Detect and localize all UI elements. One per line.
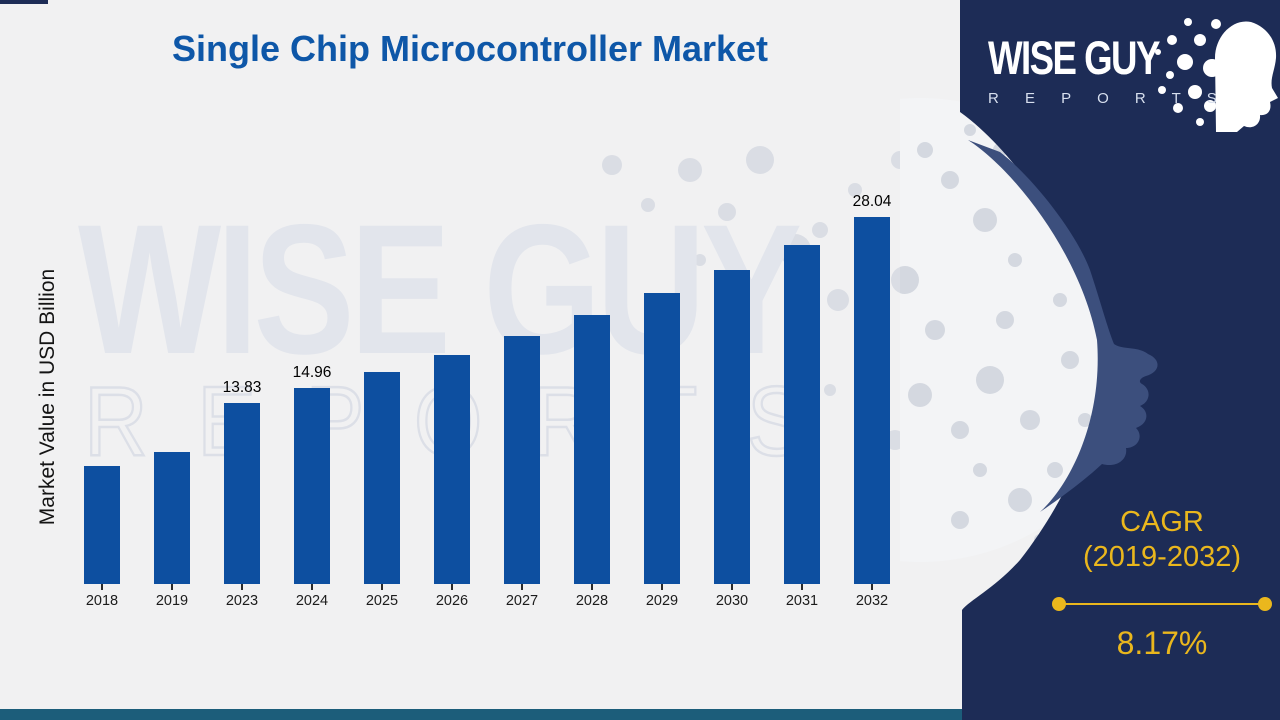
value-label: 13.83	[222, 379, 262, 396]
bar-2026	[434, 355, 470, 584]
x-tick-label: 2023	[225, 593, 259, 609]
head-dots	[900, 124, 1092, 546]
divider-dot-right	[1258, 597, 1272, 611]
x-tick-label: 2018	[85, 593, 119, 609]
x-tick-label: 2028	[575, 593, 609, 609]
x-tick	[451, 584, 453, 590]
bar-2024	[294, 388, 330, 584]
bar-2032	[854, 217, 890, 584]
x-tick-label: 2030	[715, 593, 749, 609]
x-tick	[241, 584, 243, 590]
y-axis-label: Market Value in USD Billion	[36, 268, 59, 526]
logo: WISE GUY R E P O R T S	[988, 34, 1228, 107]
x-tick	[101, 584, 103, 590]
x-tick-label: 2024	[295, 593, 329, 609]
x-tick-label: 2032	[855, 593, 889, 609]
bar-2025	[364, 372, 400, 584]
x-tick	[731, 584, 733, 590]
cagr-block: CAGR (2019-2032) 8.17%	[1048, 505, 1276, 662]
cagr-divider	[1052, 597, 1272, 611]
x-tick-label: 2019	[155, 593, 189, 609]
bar-2023	[224, 403, 260, 584]
logo-wordmark: WISE GUY	[988, 31, 1160, 84]
logo-face-icon	[1215, 21, 1278, 133]
divider-rule	[1058, 603, 1266, 605]
face-profile-blue	[968, 140, 1158, 512]
cagr-label: CAGR	[1120, 506, 1204, 538]
bar-2018	[84, 466, 120, 584]
cagr-range: (2019-2032)	[1083, 541, 1241, 573]
bar-2031	[784, 245, 820, 584]
x-tick-label: 2029	[645, 593, 679, 609]
bar-chart: 2018 2019 2023 13.83 2024 14.96 2025 2026 2027 20…	[65, 140, 910, 609]
bar-2030	[714, 270, 750, 584]
value-label: 28.04	[852, 193, 892, 210]
brand-panel	[900, 0, 1280, 720]
page-title: Single Chip Microcontroller Market	[171, 28, 769, 69]
x-tick	[311, 584, 313, 590]
x-tick-label: 2026	[435, 593, 469, 609]
x-tick	[171, 584, 173, 590]
bottom-accent-bar	[0, 709, 1280, 720]
x-tick	[521, 584, 523, 590]
x-tick	[381, 584, 383, 590]
bar-2019	[154, 452, 190, 584]
x-tick-label: 2031	[785, 593, 819, 609]
cagr-value: 8.17%	[1116, 625, 1208, 661]
x-tick	[661, 584, 663, 590]
x-tick	[801, 584, 803, 590]
bar-2027	[504, 336, 540, 584]
x-tick-label: 2025	[365, 593, 399, 609]
bar-2028	[574, 315, 610, 584]
x-tick	[871, 584, 873, 590]
value-label: 14.96	[292, 364, 332, 381]
bar-2029	[644, 293, 680, 584]
watermark-line1: WISE GUY	[78, 187, 802, 393]
x-tick-label: 2027	[505, 593, 539, 609]
logo-subtitle: R E P O R T S	[988, 90, 1228, 107]
x-tick	[591, 584, 593, 590]
corner-accent	[0, 0, 48, 4]
